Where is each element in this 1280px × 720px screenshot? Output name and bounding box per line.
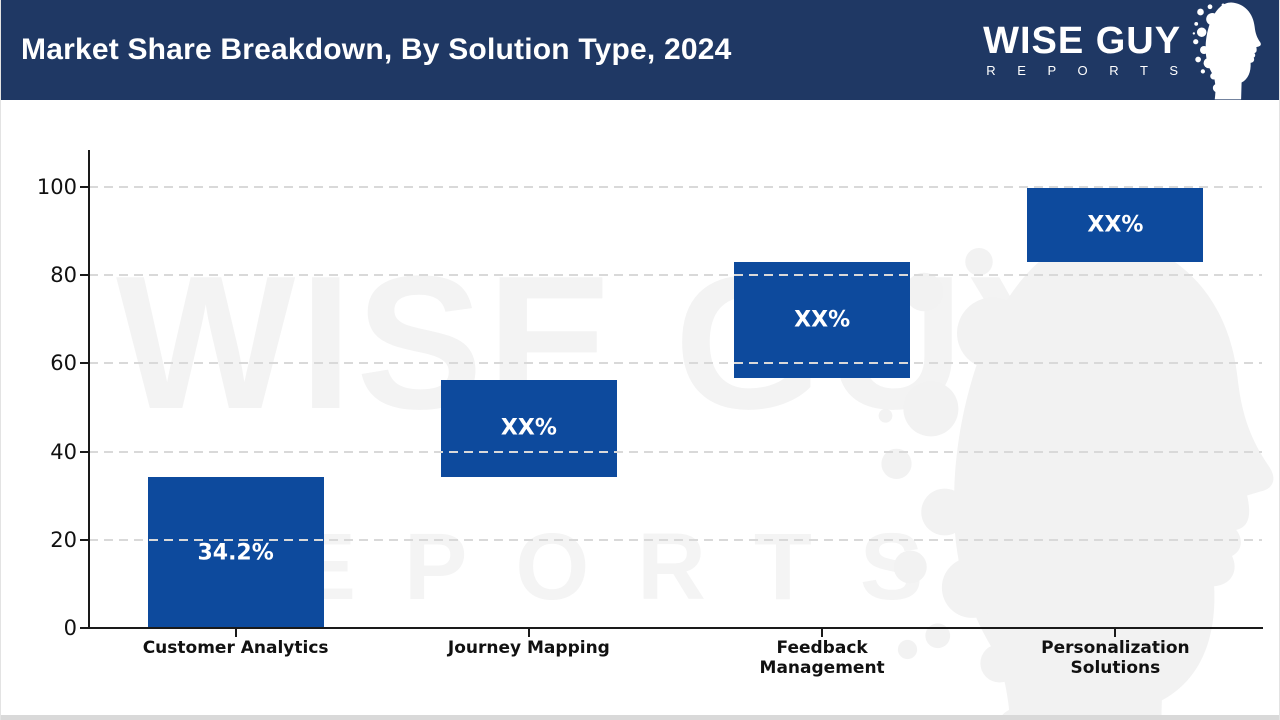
page-title: Market Share Breakdown, By Solution Type… <box>21 33 732 66</box>
y-tick-mark <box>80 450 89 453</box>
x-category-label-line: Management <box>759 658 885 678</box>
x-axis-line <box>89 627 1263 629</box>
x-category-label: Personalization Solutions <box>975 638 1255 678</box>
x-tick-mark <box>527 628 530 637</box>
brand-logo: WISE GUY R E P O R T S <box>977 0 1279 100</box>
grid-line <box>89 450 1262 453</box>
y-tick-label: 100 <box>36 175 77 199</box>
x-category-label-line: Personalization <box>1041 638 1190 658</box>
header-bar: Market Share Breakdown, By Solution Type… <box>1 0 1279 100</box>
bar <box>147 477 324 628</box>
x-tick-mark <box>1114 628 1117 637</box>
x-tick-mark <box>234 628 237 637</box>
x-tick-mark <box>821 628 824 637</box>
bar <box>734 262 911 379</box>
grid-line <box>89 538 1262 541</box>
y-tick-label: 40 <box>50 439 77 464</box>
bar <box>1027 187 1204 263</box>
y-tick-mark <box>80 627 89 629</box>
x-category-label: Customer Analytics <box>96 638 376 658</box>
bar-value-label: XX% <box>1087 212 1144 238</box>
grid-line <box>89 362 1262 365</box>
y-axis-line <box>88 150 90 629</box>
grid-line <box>89 274 1262 277</box>
x-category-label-line: Solutions <box>1070 658 1161 678</box>
y-tick-mark <box>80 362 89 365</box>
brand-name: WISE GUY <box>983 20 1182 62</box>
x-category-label-line: Customer Analytics <box>142 638 329 658</box>
bar-value-label: XX% <box>500 415 557 441</box>
footer-strip <box>1 715 1279 720</box>
y-tick-mark <box>80 538 89 541</box>
grid-line <box>89 186 1262 188</box>
x-category-label-line: Feedback <box>776 638 868 658</box>
y-tick-label: 80 <box>50 263 77 288</box>
x-category-label: Journey Mapping <box>389 638 669 658</box>
brand-face-icon <box>1192 2 1261 100</box>
brand-subtitle: R E P O R T S <box>986 63 1187 78</box>
bar-value-label: XX% <box>794 307 851 333</box>
y-tick-label: 60 <box>50 351 77 376</box>
y-tick-mark <box>80 274 89 277</box>
y-tick-label: 20 <box>50 527 77 552</box>
y-tick-mark <box>80 186 89 188</box>
x-category-label: Feedback Management <box>682 638 962 678</box>
x-category-label-line: Journey Mapping <box>447 638 610 658</box>
bar <box>440 379 617 478</box>
bar-value-label: 34.2% <box>197 540 274 566</box>
y-tick-label: 0 <box>63 616 77 640</box>
brand-logo-text: WISE GUY R E P O R T S <box>977 22 1187 78</box>
